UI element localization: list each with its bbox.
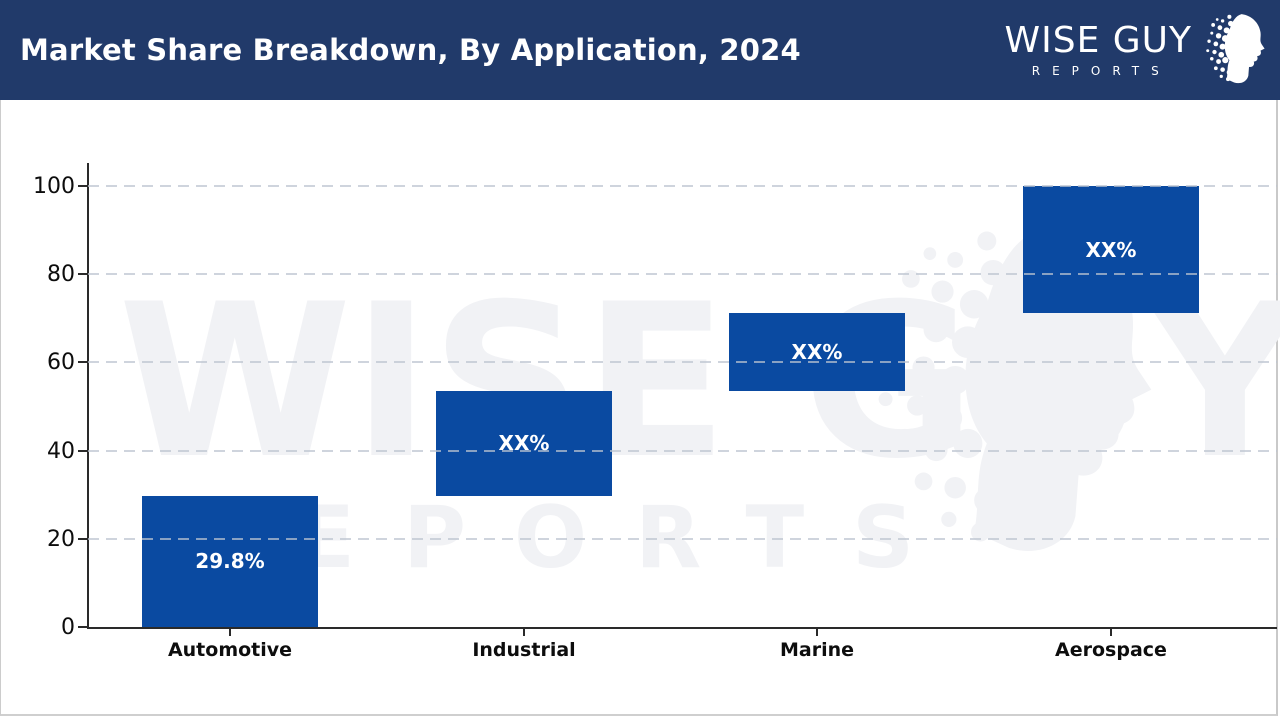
y-tick-label: 0 — [61, 615, 75, 640]
gridline — [88, 449, 1277, 452]
wiseguy-logo: WISE GUY REPORTS — [1005, 11, 1280, 89]
x-tick-mark — [816, 629, 818, 636]
gridline — [88, 537, 1277, 540]
y-tick-label: 60 — [47, 350, 75, 376]
y-axis — [87, 163, 89, 629]
logo-subtitle: REPORTS — [1031, 64, 1171, 78]
y-tick-label: 100 — [33, 174, 75, 199]
gridline — [88, 273, 1277, 276]
x-axis-label-industrial: Industrial — [472, 639, 576, 661]
y-tick-mark — [78, 273, 87, 276]
bar-industrial — [436, 391, 612, 496]
x-axis — [87, 627, 1277, 629]
y-tick-label: 80 — [47, 262, 75, 288]
x-axis-label-automotive: Automotive — [167, 639, 293, 661]
y-tick-mark — [78, 537, 87, 540]
wiseguy-face-icon — [1206, 14, 1265, 84]
bar-aerospace — [1023, 186, 1199, 313]
page-title: Market Share Breakdown, By Application, … — [20, 33, 801, 67]
y-tick-label: 40 — [47, 438, 75, 464]
bar-marine — [729, 313, 905, 392]
header-banner: Market Share Breakdown, By Application, … — [0, 0, 1280, 100]
y-tick-mark — [78, 361, 87, 364]
x-tick-mark — [1110, 629, 1112, 636]
x-tick-mark — [229, 629, 231, 636]
gridline — [88, 185, 1277, 187]
logo-wordmark: WISE GUY — [1004, 20, 1192, 61]
y-tick-mark — [78, 626, 87, 628]
x-axis-label-marine: Marine — [779, 639, 855, 661]
bar-value-label: 29.8% — [195, 549, 265, 574]
wiseguy-logo-text: WISE GUY REPORTS — [1004, 20, 1193, 78]
gridline — [88, 361, 1277, 364]
y-tick-mark — [78, 185, 87, 187]
y-tick-label: 20 — [47, 526, 75, 552]
bar-value-label: XX% — [498, 431, 550, 456]
x-tick-mark — [523, 629, 525, 636]
bar-value-label: XX% — [791, 340, 843, 365]
bar-automotive — [142, 495, 318, 627]
bar-value-label: XX% — [1085, 237, 1137, 262]
x-axis-label-aerospace: Aerospace — [1055, 639, 1167, 661]
y-tick-mark — [78, 449, 87, 452]
